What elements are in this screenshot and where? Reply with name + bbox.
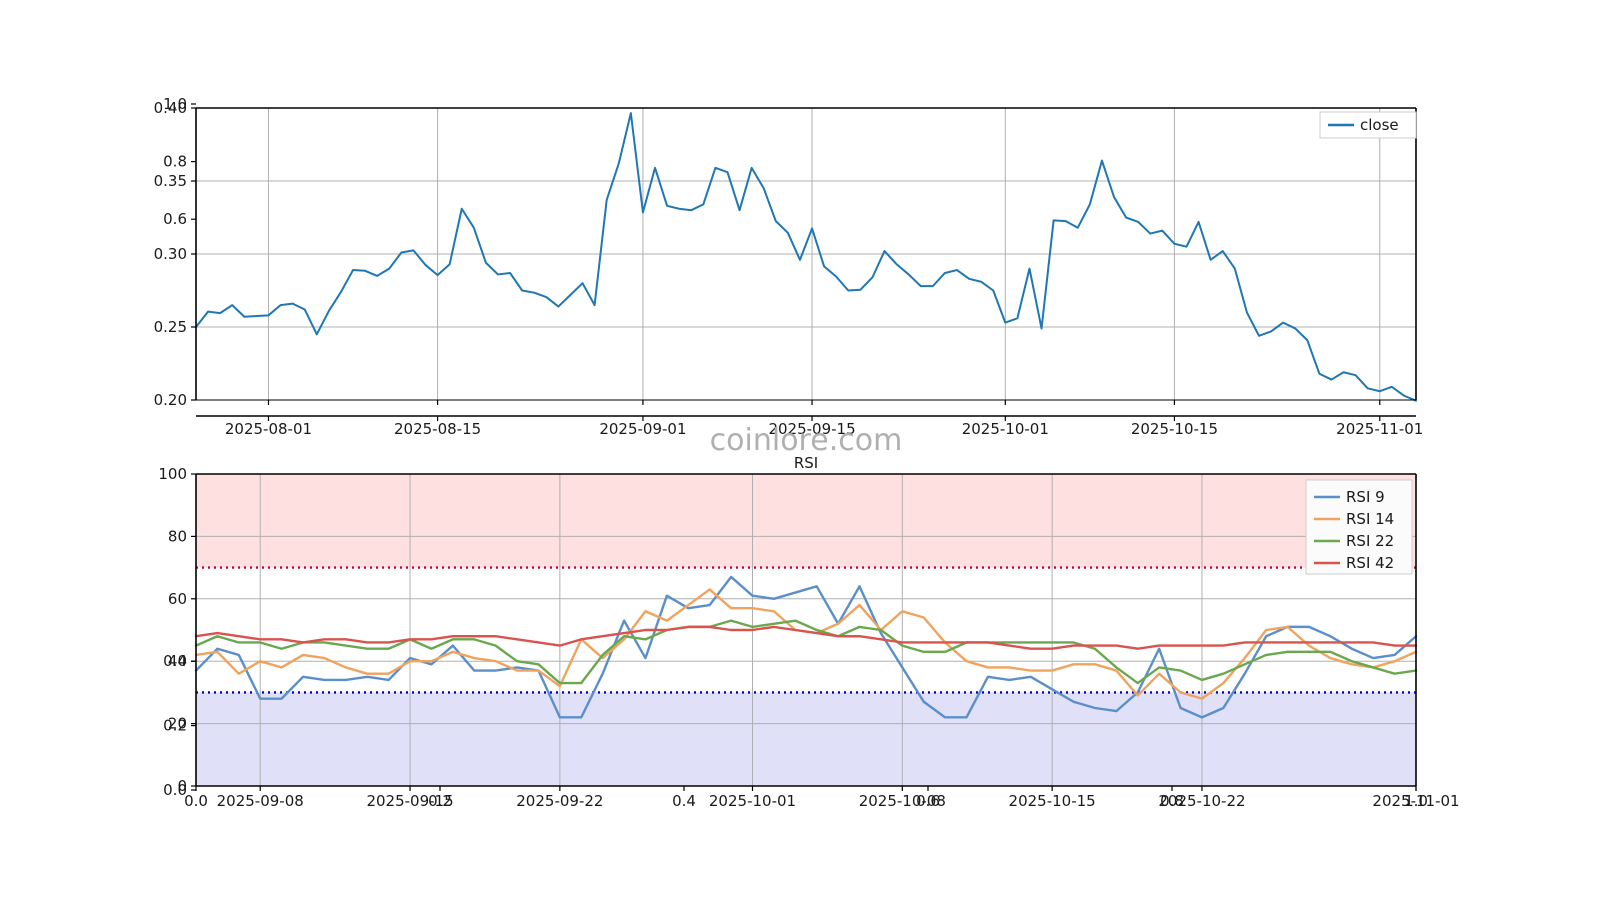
rsi-y-tick-label: 20 [168,715,187,733]
rsi-x-tick-label: 2025-09-22 [516,792,603,810]
price-sec-tick-label: 1.0 [163,95,187,113]
rsi-series-rsi-9 [194,575,1418,719]
rsi-y-tick-label: 60 [168,590,187,608]
price-y-tick-label: 0.35 [154,172,187,190]
rsi-x2-tick-label: 0.8 [1160,792,1184,810]
price-y-tick-label: 0.40 [154,99,187,117]
price-series-close [195,112,1417,402]
rsi-title: RSI [794,454,818,472]
price-chart[interactable]: 1.0 0.8 0.6 0.20 0.25 0.30 0.35 0.40 2025-08-01 2… [154,95,1424,438]
rsi-band-oversold-zone [196,692,1416,786]
rsi-legend-label-2: RSI 22 [1346,532,1394,550]
rsi-x2-tick-label: 1.0 [1404,792,1428,810]
rsi-y-tick-label: 40 [168,652,187,670]
watermark-text: coinlore.com [710,423,903,458]
rsi-legend-label-0: RSI 9 [1346,488,1385,506]
rsi-chart[interactable]: 0 20 40 60 80 100 0.4 0.2 0.0 2025-09-08 2025-09-1… [158,465,1459,810]
rsi-sec-tick-label: 0.2 [163,717,187,735]
rsi-x-tick-label: 2025-10-15 [1009,792,1096,810]
rsi-y-tick-label: 80 [168,527,187,545]
price-x-tick-label: 2025-08-15 [394,420,481,438]
rsi-y-tick-label: 100 [158,465,187,483]
rsi-sec-tick-label: 0.0 [163,781,187,799]
rsi-band-overbought-zone [196,474,1416,568]
price-x-tick-label: 2025-08-01 [225,420,312,438]
rsi-legend-box [1305,479,1413,575]
price-sec-tick-label: 0.6 [163,210,187,228]
rsi-x-tick-label: 2025-10-22 [1158,792,1245,810]
price-y-tick-label: 0.30 [154,245,187,263]
rsi-x2-tick-label: 0.4 [672,792,696,810]
rsi-legend-label-3: RSI 42 [1346,554,1394,572]
rsi-series-rsi-42 [194,625,1418,650]
price-x-tick-label: 2025-10-01 [962,420,1049,438]
price-legend-label: close [1360,116,1399,134]
rsi-x-tick-label: 2025-09-15 [366,792,453,810]
rsi-x2-tick-label: 0.6 [916,792,940,810]
rsi-x-tick-label: 2025-11-01 [1372,792,1459,810]
rsi-x2-tick-label: 0.0 [184,792,208,810]
price-x-tick-label: 2025-09-15 [768,420,855,438]
rsi-series-rsi-22 [194,619,1418,685]
price-y-tick-label: 0.25 [154,318,187,336]
rsi-x-tick-label: 2025-10-08 [859,792,946,810]
price-sec-tick-label: 0.8 [163,153,187,171]
rsi-legend-label-1: RSI 14 [1346,510,1394,528]
rsi-x-tick-label: 2025-09-08 [217,792,304,810]
rsi-y-tick-label: 0 [177,777,187,795]
rsi-x2-tick-label: 0.2 [428,792,452,810]
price-x-tick-label: 2025-09-01 [599,420,686,438]
price-y-tick-label: 0.20 [154,391,187,409]
rsi-sec-tick-label: 0.4 [163,652,187,670]
rsi-x-tick-label: 2025-10-01 [709,792,796,810]
price-x-tick-label: 2025-11-01 [1336,420,1423,438]
price-x-tick-label: 2025-10-15 [1131,420,1218,438]
